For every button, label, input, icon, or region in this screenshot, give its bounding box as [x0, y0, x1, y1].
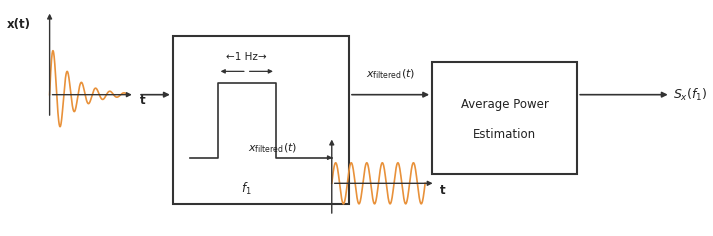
Text: Estimation: Estimation [473, 128, 536, 141]
Text: $x_{\mathrm{filtered}}(t)$: $x_{\mathrm{filtered}}(t)$ [248, 141, 297, 155]
Text: t: t [441, 184, 446, 197]
Text: t: t [140, 94, 145, 107]
Bar [432, 62, 578, 174]
Bar [173, 36, 349, 204]
Text: x(t): x(t) [7, 18, 31, 31]
Text: Average Power: Average Power [461, 97, 548, 110]
Text: $S_x(f_1)$: $S_x(f_1)$ [672, 87, 707, 103]
Text: $f_1$: $f_1$ [242, 181, 252, 197]
Text: ←1 Hz→: ←1 Hz→ [227, 52, 267, 62]
Text: $x_{\mathrm{filtered}}(t)$: $x_{\mathrm{filtered}}(t)$ [366, 67, 415, 81]
